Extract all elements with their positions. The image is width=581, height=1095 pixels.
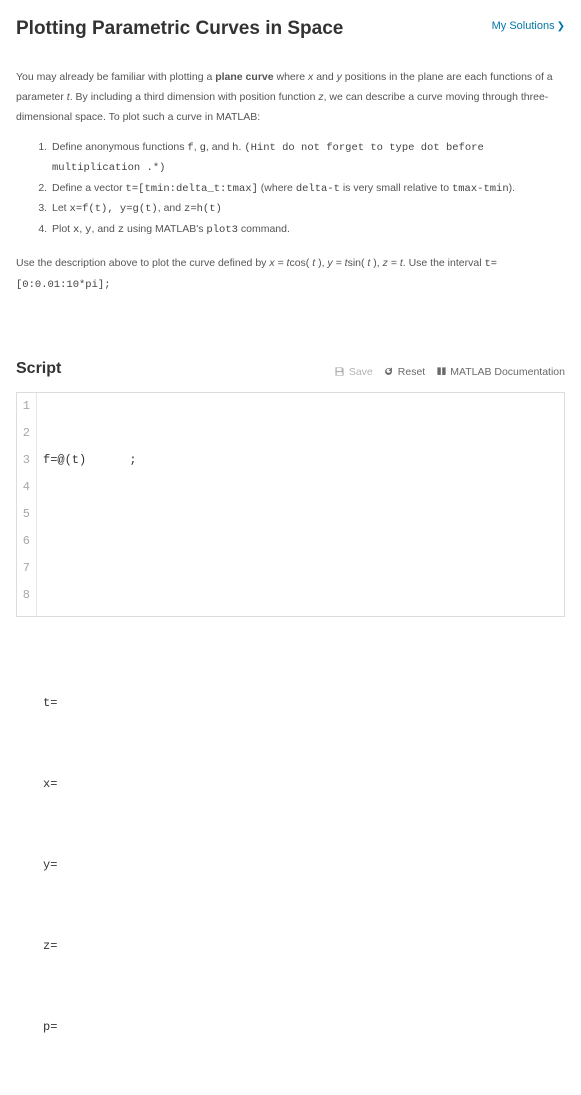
code: x=f(t), y=g(t) [70, 203, 158, 215]
txt: , and [206, 141, 232, 153]
code: t=[tmin:delta_t:tmax] [126, 183, 258, 195]
step-2: Define a vector t=[tmin:delta_t:tmax] (w… [50, 179, 565, 199]
txt: Plot [52, 223, 73, 235]
txt: Use the description above to plot the cu… [16, 257, 269, 269]
code-line: y= [43, 852, 137, 879]
eq: x = [269, 257, 286, 269]
script-heading: Script [16, 360, 61, 378]
step-1: Define anonymous functions f, g, and h. … [50, 138, 565, 179]
intro-paragraph: You may already be familiar with plottin… [16, 68, 565, 128]
header-bar: Plotting Parametric Curves in Space My S… [16, 18, 565, 40]
code-line: t= [43, 690, 137, 717]
txt: sin( [348, 257, 368, 269]
code-line [43, 609, 137, 636]
code-line [43, 528, 137, 555]
page-title: Plotting Parametric Curves in Space [16, 18, 343, 40]
save-button[interactable]: Save [334, 366, 373, 378]
txt: is very small relative to [340, 182, 452, 194]
step-4: Plot x, y, and z using MATLAB's plot3 co… [50, 220, 565, 240]
txt: Define a vector [52, 182, 126, 194]
reset-button[interactable]: Reset [383, 366, 425, 378]
bold-term: plane curve [215, 71, 273, 83]
book-icon [435, 366, 447, 378]
txt: . Use the interval [403, 257, 485, 269]
code-line: f=@(t) ; [43, 447, 137, 474]
code: tmax-tmin [452, 183, 509, 195]
docs-button[interactable]: MATLAB Documentation [435, 366, 565, 378]
reset-label: Reset [398, 366, 425, 378]
line-num: 5 [21, 501, 30, 528]
line-num: 7 [21, 555, 30, 582]
txt: and [313, 71, 336, 83]
line-num: 6 [21, 528, 30, 555]
code-editor[interactable]: 1 2 3 4 5 6 7 8 f=@(t) ; t= x= y= z= p= [16, 392, 565, 617]
my-solutions-label: My Solutions [492, 20, 555, 32]
script-header: Script Save Reset MATLAB Documentation [16, 360, 565, 378]
code-line: x= [43, 771, 137, 798]
line-num: 2 [21, 420, 30, 447]
txt: ). [509, 182, 515, 194]
txt: ), [373, 257, 382, 269]
line-gutter: 1 2 3 4 5 6 7 8 [17, 393, 37, 616]
code: delta-t [296, 183, 340, 195]
txt: using MATLAB's [124, 223, 206, 235]
txt: where [274, 71, 308, 83]
eq: y = [327, 257, 344, 269]
txt: . By including a third dimension with po… [70, 91, 319, 103]
txt: Let [52, 202, 70, 214]
txt: Define anonymous functions [52, 141, 187, 153]
line-num: 8 [21, 582, 30, 609]
txt: (where [258, 182, 296, 194]
step-3: Let x=f(t), y=g(t), and z=h(t) [50, 199, 565, 219]
code-line: z= [43, 933, 137, 960]
txt: You may already be familiar with plottin… [16, 71, 215, 83]
code-area[interactable]: f=@(t) ; t= x= y= z= p= [37, 393, 137, 616]
steps-list: Define anonymous functions f, g, and h. … [50, 138, 565, 240]
eq: z = [383, 257, 400, 269]
reset-icon [383, 366, 395, 378]
editor-inner: 1 2 3 4 5 6 7 8 f=@(t) ; t= x= y= z= p= [17, 393, 564, 616]
code: z=h(t) [184, 203, 222, 215]
line-num: 4 [21, 474, 30, 501]
save-icon [334, 366, 346, 378]
chevron-right-icon: ❯ [557, 21, 565, 32]
spacer [16, 300, 565, 360]
task-paragraph: Use the description above to plot the cu… [16, 254, 565, 296]
docs-label: MATLAB Documentation [450, 366, 565, 378]
line-num: 1 [21, 393, 30, 420]
txt: , and [91, 223, 117, 235]
description-block: You may already be familiar with plottin… [16, 68, 565, 296]
txt: command. [238, 223, 290, 235]
toolbar: Save Reset MATLAB Documentation [334, 366, 565, 378]
my-solutions-link[interactable]: My Solutions❯ [492, 20, 565, 32]
txt: cos( [289, 257, 312, 269]
save-label: Save [349, 366, 373, 378]
line-num: 3 [21, 447, 30, 474]
txt: , and [158, 202, 184, 214]
code-line: p= [43, 1014, 137, 1041]
code: plot3 [206, 224, 238, 236]
